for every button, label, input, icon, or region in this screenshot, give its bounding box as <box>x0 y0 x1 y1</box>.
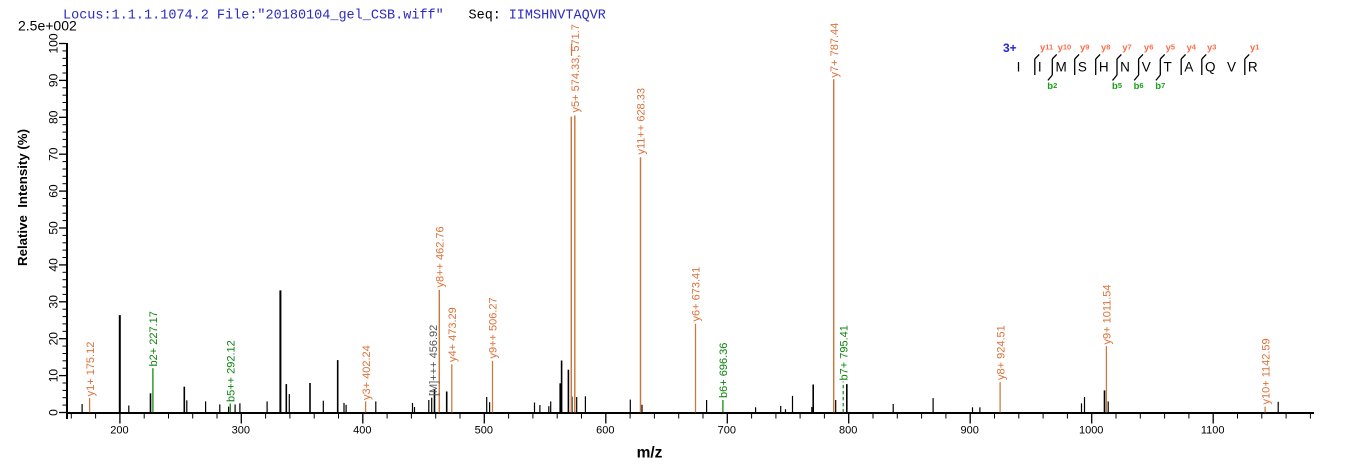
svg-text:Relative Intensity (%): Relative Intensity (%) <box>16 129 30 266</box>
svg-text:30: 30 <box>47 295 61 309</box>
svg-text:200: 200 <box>110 424 128 436</box>
svg-text:y5: y5 <box>1166 43 1175 54</box>
svg-text:y4+ 473.29: y4+ 473.29 <box>447 307 459 362</box>
svg-text:1000: 1000 <box>1079 424 1103 436</box>
svg-text:y10: y10 <box>1058 43 1072 54</box>
svg-text:100: 100 <box>47 33 61 53</box>
svg-text:b5++ 292.12: b5++ 292.12 <box>226 340 238 402</box>
svg-text:90: 90 <box>47 73 61 87</box>
svg-text:b2: b2 <box>1047 81 1057 92</box>
svg-text:y8++ 462.76: y8++ 462.76 <box>435 226 447 287</box>
svg-text:m/z: m/z <box>637 445 663 462</box>
svg-text:y3: y3 <box>1207 43 1216 54</box>
svg-text:[M]+++ 456.92: [M]+++ 456.92 <box>428 325 440 396</box>
svg-text:I: I <box>1017 60 1021 75</box>
svg-text:y9++ 506.27: y9++ 506.27 <box>488 297 500 358</box>
svg-text:400: 400 <box>353 424 371 436</box>
svg-text:y9: y9 <box>1080 43 1089 54</box>
svg-text:y6: y6 <box>1144 43 1153 54</box>
svg-text:0: 0 <box>47 409 61 416</box>
svg-text:y7: y7 <box>1122 43 1131 54</box>
svg-text:700: 700 <box>718 424 736 436</box>
svg-text:Q: Q <box>1205 60 1216 75</box>
svg-text:40: 40 <box>47 258 61 272</box>
svg-text:1100: 1100 <box>1201 424 1225 436</box>
svg-text:10: 10 <box>47 369 61 383</box>
svg-text:900: 900 <box>961 424 979 436</box>
svg-text:y11++ 628.33: y11++ 628.33 <box>636 88 648 154</box>
svg-text:N: N <box>1120 60 1130 75</box>
svg-text:b6: b6 <box>1134 81 1144 92</box>
svg-text:y9+ 1011.54: y9+ 1011.54 <box>1102 284 1114 344</box>
svg-text:500: 500 <box>475 424 493 436</box>
svg-text:800: 800 <box>839 424 857 436</box>
svg-text:y10+ 1142.59: y10+ 1142.59 <box>1260 338 1272 404</box>
svg-text:y1: y1 <box>1250 43 1259 54</box>
svg-text:300: 300 <box>232 424 250 436</box>
svg-text:Locus:1.1.1.1074.2 File:"20180: Locus:1.1.1.1074.2 File:"20180104_gel_CS… <box>63 9 444 24</box>
svg-text:y7+ 787.44: y7+ 787.44 <box>829 23 841 78</box>
svg-text:70: 70 <box>47 147 61 161</box>
svg-text:y4: y4 <box>1187 43 1197 54</box>
svg-text:Seq:: Seq: <box>469 9 501 24</box>
svg-text:20: 20 <box>47 332 61 346</box>
svg-text:y8+ 924.51: y8+ 924.51 <box>995 325 1007 380</box>
svg-text:b7: b7 <box>1155 81 1165 92</box>
svg-text:3+: 3+ <box>1003 41 1017 55</box>
svg-text:H: H <box>1099 60 1109 75</box>
svg-text:M: M <box>1055 60 1066 75</box>
svg-text:y5+ 574.33, 571.7: y5+ 574.33, 571.7 <box>570 24 582 112</box>
svg-text:y1+ 175.12: y1+ 175.12 <box>85 342 97 397</box>
svg-text:50: 50 <box>47 221 61 235</box>
svg-text:y8: y8 <box>1101 43 1110 54</box>
svg-text:60: 60 <box>47 184 61 198</box>
svg-text:b7+ 795.41: b7+ 795.41 <box>838 325 850 380</box>
svg-text:80: 80 <box>47 110 61 124</box>
svg-text:b6+ 696.36: b6+ 696.36 <box>718 343 730 398</box>
svg-text:2.5e+002: 2.5e+002 <box>18 18 77 34</box>
svg-text:y3+ 402.24: y3+ 402.24 <box>361 345 373 400</box>
svg-text:b2+ 227.17: b2+ 227.17 <box>148 311 160 366</box>
svg-text:R: R <box>1248 60 1258 75</box>
svg-text:A: A <box>1184 60 1193 75</box>
svg-text:y11: y11 <box>1040 43 1053 54</box>
svg-text:V: V <box>1227 60 1236 75</box>
svg-text:600: 600 <box>596 424 614 436</box>
svg-text:V: V <box>1142 60 1151 75</box>
svg-text:b5: b5 <box>1112 81 1122 92</box>
svg-text:I: I <box>1038 60 1042 75</box>
svg-text:T: T <box>1163 60 1171 75</box>
svg-text:IIMSHNVTAQVR: IIMSHNVTAQVR <box>509 9 606 24</box>
svg-text:y6+ 673.41: y6+ 673.41 <box>691 267 703 322</box>
svg-text:S: S <box>1078 60 1087 75</box>
